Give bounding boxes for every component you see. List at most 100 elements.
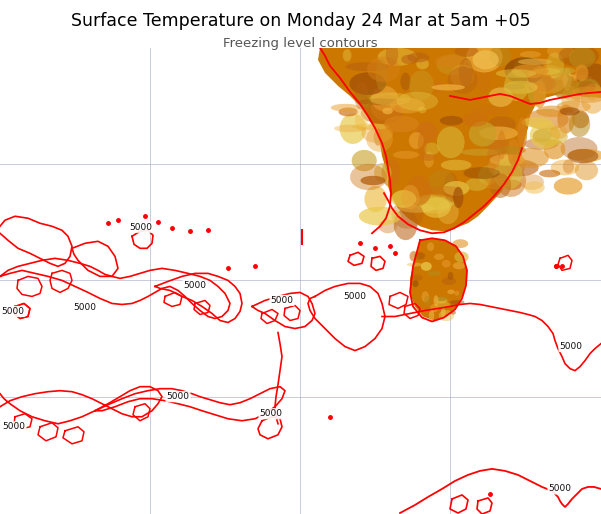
Polygon shape: [570, 86, 601, 103]
Polygon shape: [569, 112, 590, 137]
Polygon shape: [520, 51, 541, 58]
Text: 5000: 5000: [1, 307, 25, 316]
Polygon shape: [441, 307, 445, 318]
Polygon shape: [361, 176, 385, 185]
Polygon shape: [563, 159, 574, 174]
Polygon shape: [527, 69, 540, 79]
Polygon shape: [418, 132, 427, 156]
Polygon shape: [448, 272, 453, 280]
Text: 5000: 5000: [560, 342, 582, 351]
Polygon shape: [439, 310, 454, 321]
Polygon shape: [581, 83, 601, 114]
Polygon shape: [374, 163, 391, 182]
Polygon shape: [355, 82, 368, 109]
Polygon shape: [503, 179, 522, 190]
Polygon shape: [489, 152, 526, 179]
Polygon shape: [453, 239, 468, 248]
Polygon shape: [450, 310, 456, 315]
Polygon shape: [444, 173, 459, 203]
Polygon shape: [496, 146, 526, 155]
Text: 5000: 5000: [73, 303, 97, 312]
Polygon shape: [412, 280, 418, 287]
Polygon shape: [370, 93, 411, 105]
Polygon shape: [513, 148, 549, 168]
Polygon shape: [361, 103, 403, 124]
Polygon shape: [371, 86, 398, 112]
Polygon shape: [539, 170, 560, 177]
Polygon shape: [463, 167, 500, 179]
Polygon shape: [384, 116, 419, 132]
Polygon shape: [469, 105, 511, 115]
Polygon shape: [558, 104, 575, 134]
Polygon shape: [486, 138, 511, 151]
Polygon shape: [428, 271, 441, 276]
Polygon shape: [444, 181, 469, 196]
Polygon shape: [522, 117, 552, 127]
Text: 5000: 5000: [549, 484, 572, 493]
Polygon shape: [438, 200, 459, 224]
Polygon shape: [520, 174, 544, 190]
Polygon shape: [371, 95, 404, 121]
Polygon shape: [364, 186, 387, 212]
Polygon shape: [554, 177, 582, 195]
Text: 5000: 5000: [270, 296, 293, 305]
Polygon shape: [512, 64, 549, 78]
Polygon shape: [549, 125, 568, 139]
Polygon shape: [435, 298, 448, 303]
Polygon shape: [494, 159, 522, 190]
Polygon shape: [429, 186, 462, 197]
Polygon shape: [418, 106, 427, 114]
Polygon shape: [352, 123, 389, 130]
Polygon shape: [572, 111, 589, 128]
Polygon shape: [488, 116, 516, 133]
Polygon shape: [450, 300, 465, 304]
Polygon shape: [454, 46, 478, 57]
Polygon shape: [479, 126, 518, 140]
Polygon shape: [544, 139, 566, 159]
Polygon shape: [461, 149, 502, 156]
Polygon shape: [436, 54, 471, 75]
Polygon shape: [450, 64, 474, 87]
Polygon shape: [536, 105, 568, 117]
Polygon shape: [551, 75, 579, 97]
Polygon shape: [401, 54, 417, 64]
Polygon shape: [504, 70, 529, 101]
Polygon shape: [435, 55, 467, 67]
Polygon shape: [390, 98, 425, 114]
Polygon shape: [406, 176, 432, 206]
Polygon shape: [416, 121, 438, 142]
Polygon shape: [331, 104, 361, 112]
Polygon shape: [557, 101, 591, 113]
Polygon shape: [483, 178, 511, 190]
Polygon shape: [432, 84, 465, 90]
Polygon shape: [448, 301, 459, 306]
Polygon shape: [526, 76, 556, 92]
Text: Surface Temperature on Monday 24 Mar at 5am +05: Surface Temperature on Monday 24 Mar at …: [71, 12, 530, 30]
Polygon shape: [563, 68, 572, 91]
Polygon shape: [318, 48, 601, 231]
Polygon shape: [585, 78, 599, 100]
Polygon shape: [532, 128, 568, 145]
Polygon shape: [350, 164, 387, 190]
Polygon shape: [453, 262, 465, 269]
Polygon shape: [546, 52, 564, 78]
Polygon shape: [526, 109, 569, 130]
Polygon shape: [359, 99, 401, 105]
Polygon shape: [500, 152, 523, 162]
Polygon shape: [496, 69, 536, 78]
Polygon shape: [434, 81, 444, 93]
Polygon shape: [352, 150, 377, 171]
Polygon shape: [551, 160, 579, 175]
Polygon shape: [397, 91, 438, 111]
Text: 5000: 5000: [183, 281, 207, 290]
Polygon shape: [567, 149, 599, 163]
Polygon shape: [398, 204, 435, 213]
Polygon shape: [454, 291, 459, 296]
Polygon shape: [442, 277, 456, 285]
Polygon shape: [379, 219, 397, 233]
Polygon shape: [378, 48, 417, 66]
Polygon shape: [401, 185, 419, 210]
Polygon shape: [410, 238, 466, 321]
Polygon shape: [367, 57, 400, 82]
Text: 5000: 5000: [166, 392, 189, 401]
